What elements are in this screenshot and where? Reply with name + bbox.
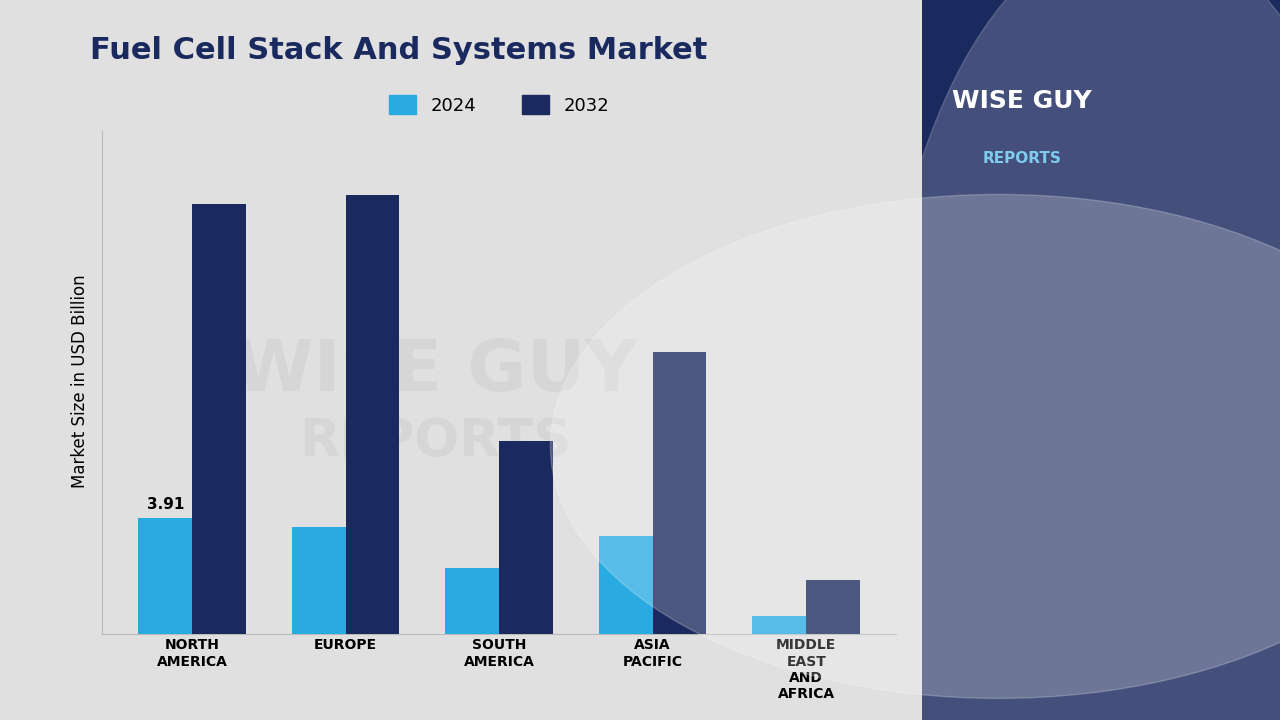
Bar — [806, 580, 860, 634]
Text: 3.91: 3.91 — [147, 497, 184, 512]
Bar — [192, 204, 246, 634]
Bar — [445, 568, 499, 634]
Text: Fuel Cell Stack And Systems Market: Fuel Cell Stack And Systems Market — [90, 36, 707, 65]
Bar — [346, 195, 399, 634]
Bar — [499, 441, 553, 634]
Bar — [753, 616, 806, 634]
Text: WISE GUY: WISE GUY — [234, 337, 637, 406]
Circle shape — [878, 0, 1280, 720]
Text: REPORTS: REPORTS — [300, 416, 572, 468]
Bar — [653, 352, 707, 634]
Legend: 2024, 2032: 2024, 2032 — [383, 89, 616, 122]
Bar — [292, 527, 346, 634]
Text: REPORTS: REPORTS — [983, 151, 1061, 166]
Bar — [599, 536, 653, 634]
Bar — [138, 518, 192, 634]
Text: WISE GUY: WISE GUY — [952, 89, 1092, 113]
Y-axis label: Market Size in USD Billion: Market Size in USD Billion — [70, 275, 88, 488]
Circle shape — [550, 194, 1280, 698]
